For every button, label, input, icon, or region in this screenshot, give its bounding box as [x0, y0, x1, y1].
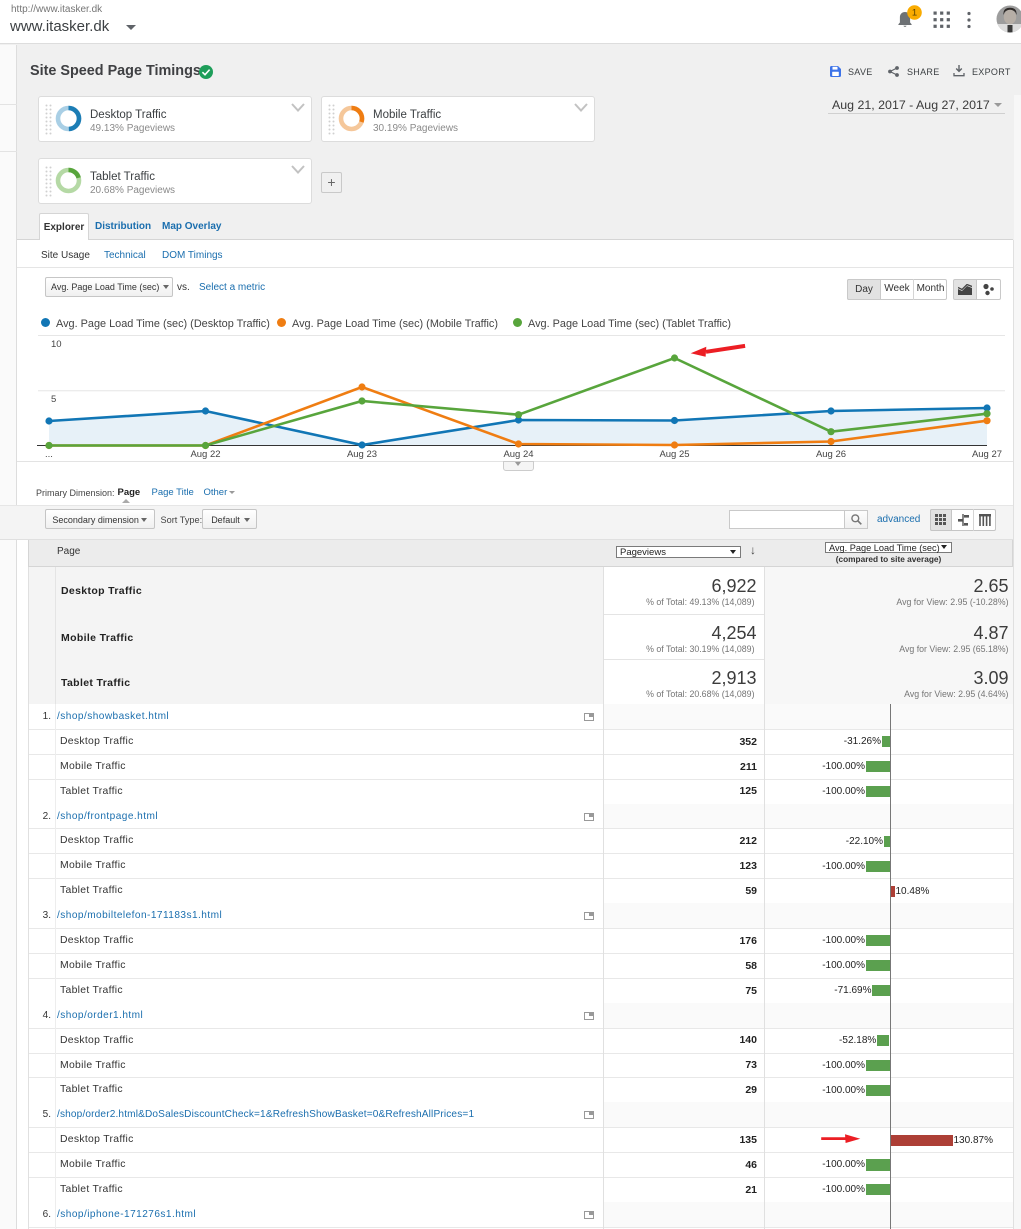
- svg-text:1: 1: [912, 8, 917, 19]
